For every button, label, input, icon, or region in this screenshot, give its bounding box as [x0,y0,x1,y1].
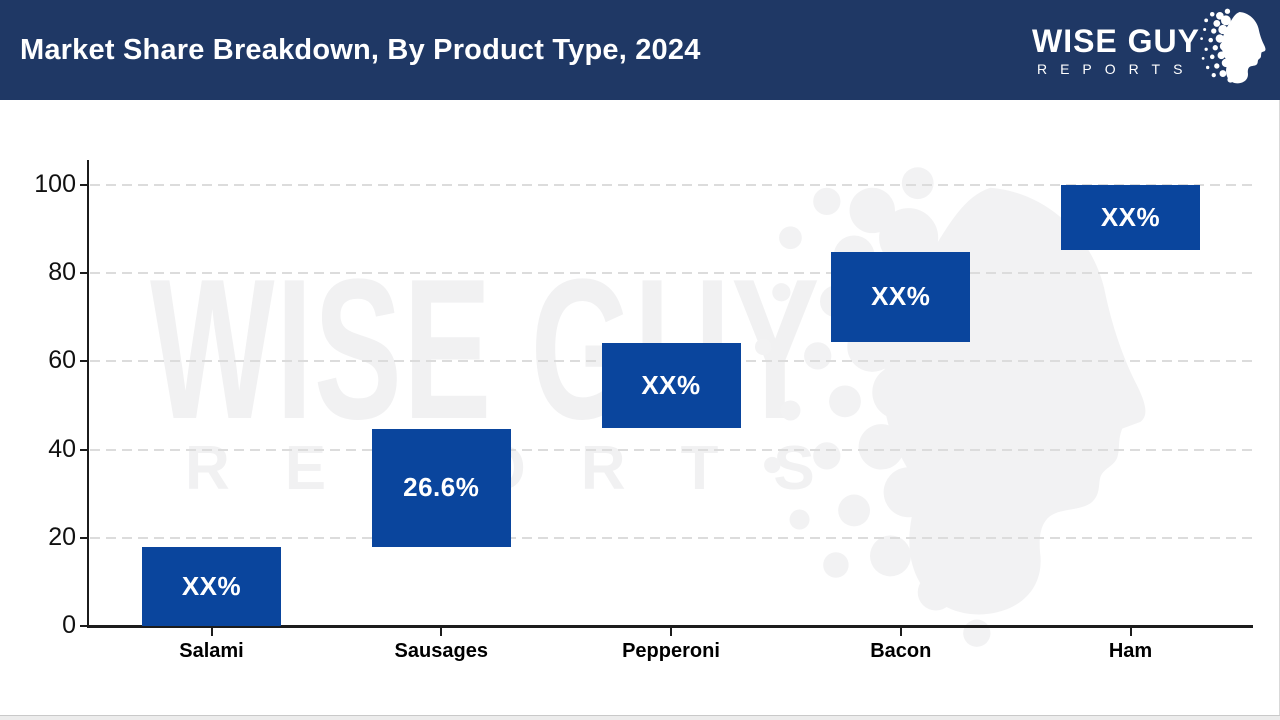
bar: XX% [142,546,281,626]
bar-value-label: XX% [641,370,701,401]
y-tick-label: 60 [48,346,76,375]
y-tick-label: 100 [34,170,76,198]
grid-line [90,536,1253,539]
brand-wordmark: WISE GUY [1031,22,1200,59]
y-axis-tick [80,448,87,451]
x-axis-line [86,625,1253,628]
x-axis-tick [899,627,902,636]
y-tick-label: 0 [62,611,76,639]
grid-line [90,448,1253,451]
bar: XX% [831,251,971,342]
chart-title: Market Share Breakdown, By Product Type,… [20,33,701,66]
bar-value-label: 26.6% [403,472,480,503]
y-axis-tick [80,536,87,539]
bar: XX% [601,342,741,429]
y-axis-tick [80,360,87,363]
x-axis-tick [670,627,672,636]
header-bar: Market Share Breakdown, By Product Type,… [0,0,1280,100]
x-category-label: Sausages [394,640,488,662]
x-axis-tick [440,627,443,636]
bar-value-label: XX% [871,281,931,312]
bar-value-label: XX% [1100,201,1161,232]
x-category-label: Ham [1108,640,1153,662]
y-tick-label: 40 [48,434,76,463]
y-axis-tick [80,625,87,627]
y-tick-label: 80 [48,258,76,287]
x-category-label: Pepperoni [622,640,720,662]
brand-logo-text: WISE GUY REPORTS [1032,25,1200,76]
brand-logo: WISE GUY REPORTS [1032,6,1270,94]
y-tick-label: 20 [48,522,76,551]
y-axis-tick [80,184,87,186]
page-bottom-edge [0,715,1280,720]
bar-value-label: XX% [181,570,242,601]
x-category-label: Bacon [870,640,932,662]
bar: 26.6% [371,429,511,547]
brand-subtext: REPORTS [1036,60,1196,77]
x-axis-tick [210,627,213,636]
brand-face-icon [1200,8,1266,84]
bar: XX% [1061,185,1200,250]
y-axis-line [86,160,89,628]
grid-line [90,184,1253,186]
x-axis-tick [1129,627,1132,636]
x-category-label: Salami [179,640,244,662]
grid-line [90,272,1253,275]
y-axis-tick [80,272,87,275]
